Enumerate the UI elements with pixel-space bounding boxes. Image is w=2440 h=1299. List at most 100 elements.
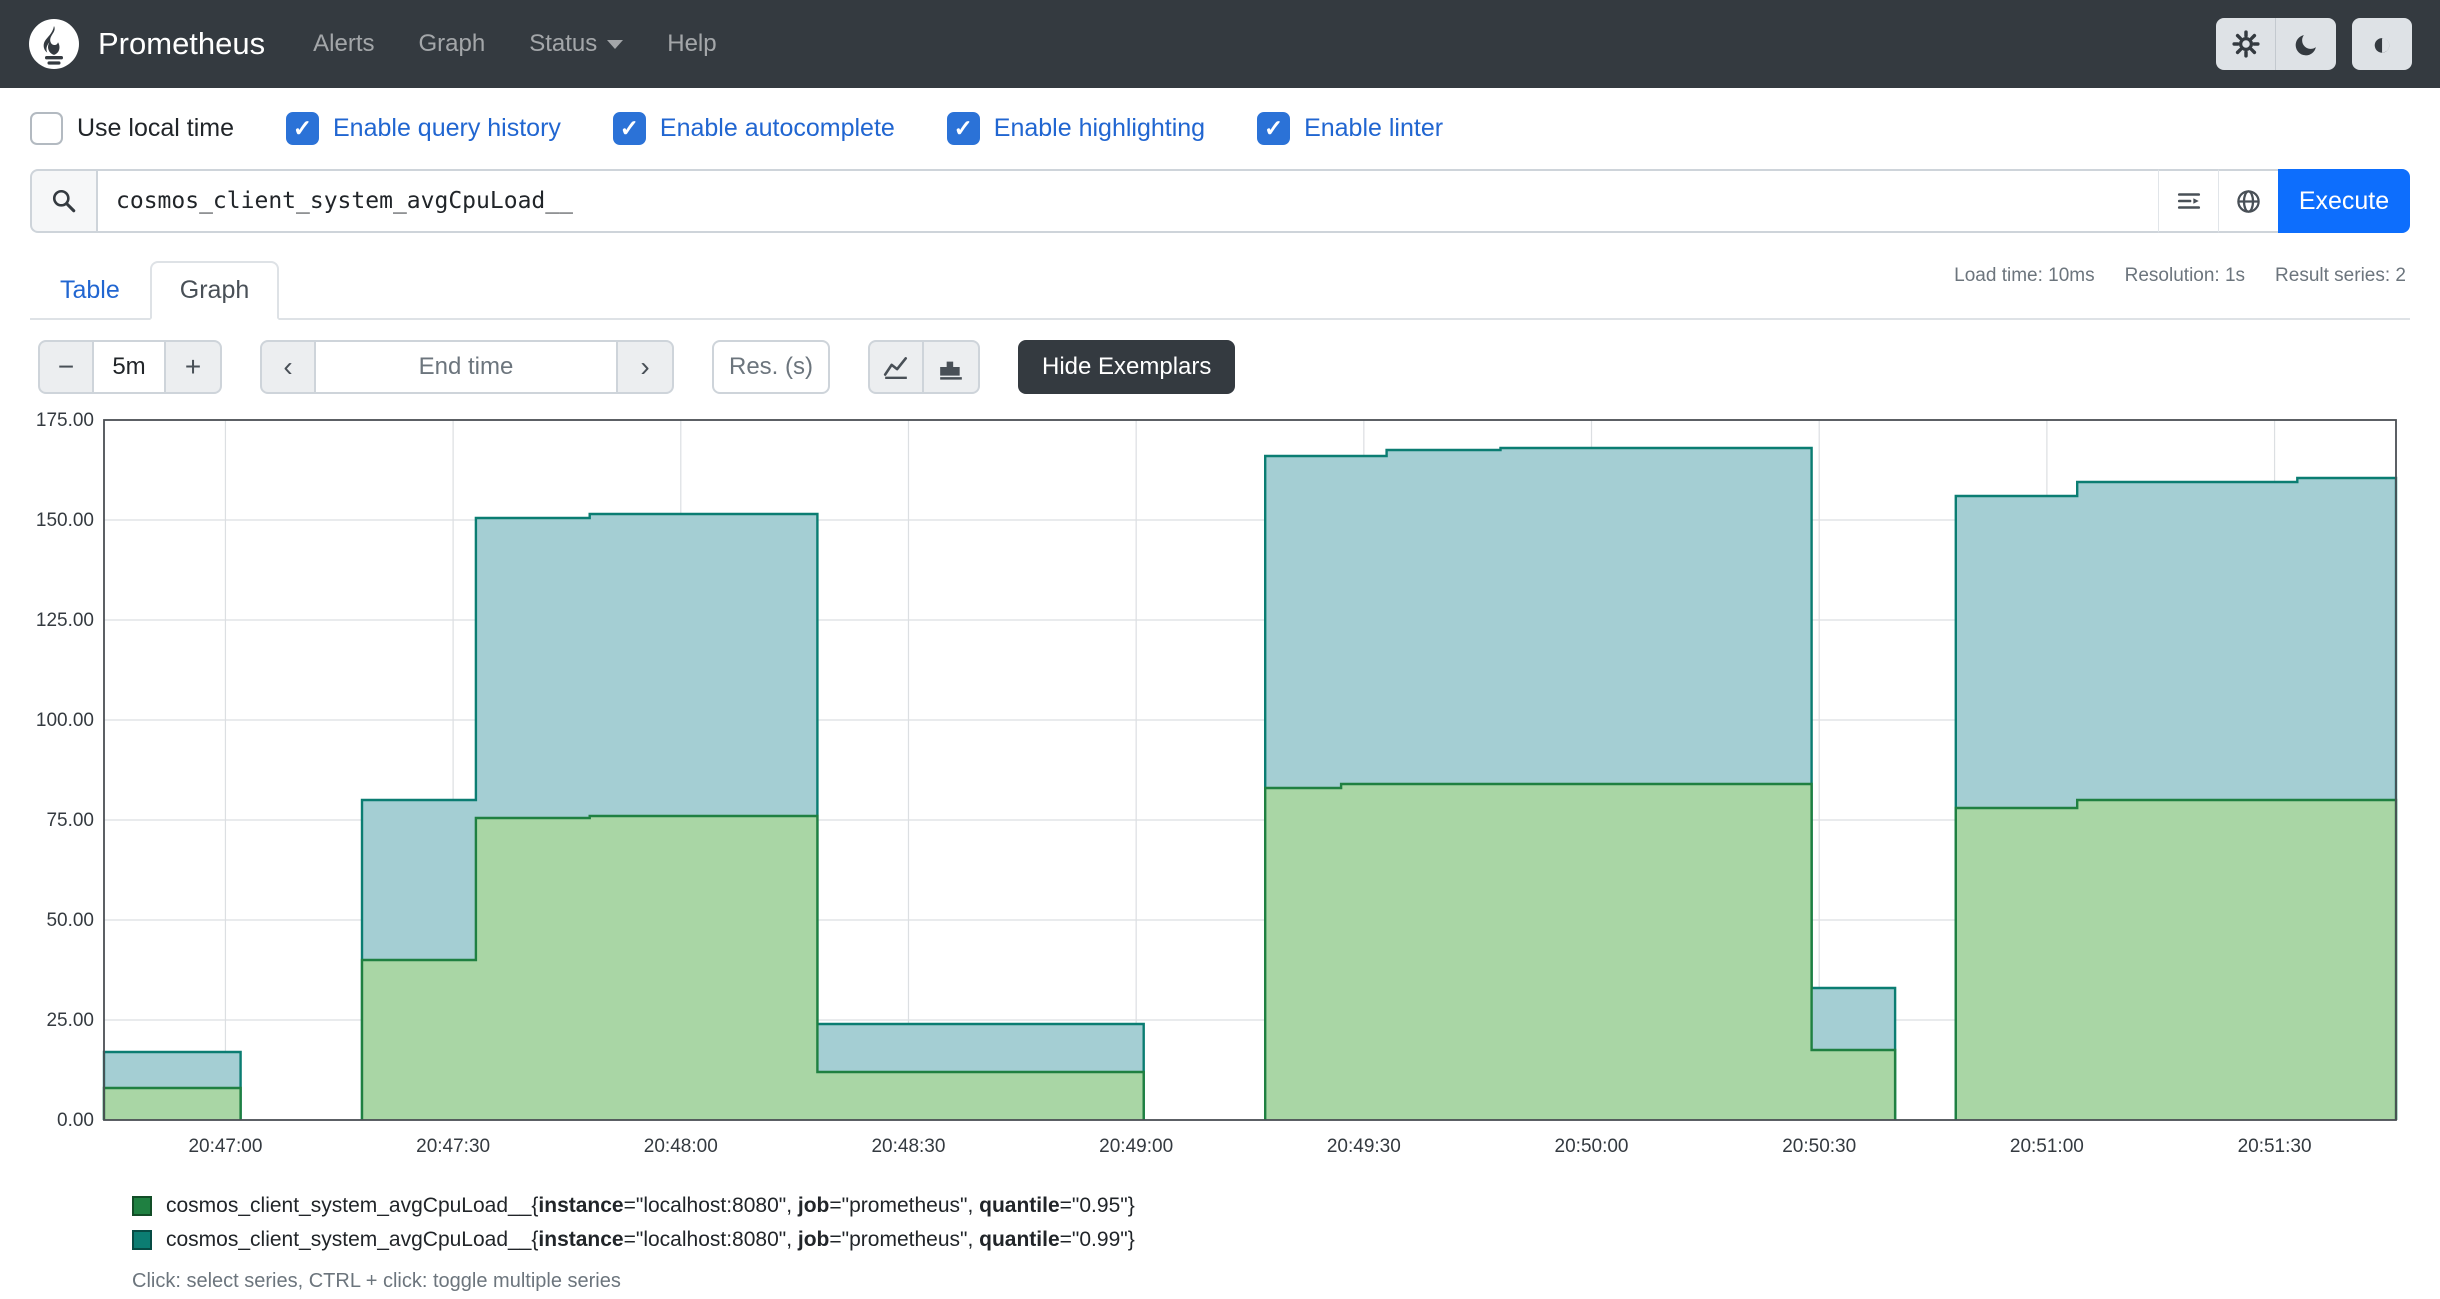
checkbox-box[interactable] <box>30 112 63 145</box>
gear-icon <box>2231 30 2260 58</box>
svg-text:20:48:30: 20:48:30 <box>871 1136 945 1157</box>
query-history-globe-button[interactable] <box>2218 169 2278 233</box>
metrics-explorer-icon <box>2177 193 2200 209</box>
contrast-icon: ◐ <box>2371 24 2393 63</box>
graph-panel: − + ‹ › Hide Exemplars <box>0 320 2440 1293</box>
hide-exemplars-button[interactable]: Hide Exemplars <box>1018 340 1236 394</box>
checkbox-use-local-time[interactable]: Use local time <box>30 112 234 145</box>
nav-item-status[interactable]: Status <box>529 30 624 58</box>
graph-controls: − + ‹ › Hide Exemplars <box>38 340 2410 394</box>
brand[interactable]: Prometheus <box>28 18 265 70</box>
legend-item[interactable]: cosmos_client_system_avgCpuLoad__{instan… <box>132 1194 2410 1218</box>
checkbox-label: Enable linter <box>1304 114 1444 142</box>
checkbox-label: Use local time <box>77 114 234 142</box>
settings-button[interactable] <box>2216 18 2276 70</box>
time-forward-button[interactable]: › <box>618 340 674 394</box>
checkbox-label: Enable query history <box>333 114 561 142</box>
execute-button[interactable]: Execute <box>2278 169 2410 233</box>
svg-text:20:47:30: 20:47:30 <box>416 1136 490 1157</box>
tabs-row: Load time: 10ms Resolution: 1s Result se… <box>30 261 2410 320</box>
svg-text:20:50:00: 20:50:00 <box>1555 1136 1629 1157</box>
tab-table[interactable]: Table <box>60 276 120 304</box>
chart-area: 0.00 25.00 50.00 75.00 100.00 125.00 150.00 175… <box>30 412 2410 1178</box>
checkbox-enable-linter[interactable]: ✓ Enable linter <box>1257 112 1443 145</box>
svg-text:0.00: 0.00 <box>57 1110 94 1131</box>
svg-text:20:50:30: 20:50:30 <box>1782 1136 1856 1157</box>
svg-text:150.00: 150.00 <box>36 510 94 531</box>
range-increase-button[interactable]: + <box>166 340 222 394</box>
checkbox-box[interactable]: ✓ <box>1257 112 1291 145</box>
svg-text:20:47:00: 20:47:00 <box>188 1136 262 1157</box>
query-input-group: Execute <box>30 169 2410 233</box>
time-back-button[interactable]: ‹ <box>260 340 316 394</box>
query-options-bar: Use local time ✓ Enable query history ✓ … <box>0 88 2440 163</box>
svg-text:175.00: 175.00 <box>36 412 94 431</box>
nav-item-alerts[interactable]: Alerts <box>313 30 375 57</box>
time-navigation: ‹ › <box>260 340 674 394</box>
range-stepper: − + <box>38 340 222 394</box>
stacked-chart-toggle-button[interactable] <box>924 340 980 394</box>
legend-color-swatch <box>132 1196 152 1216</box>
checkbox-box[interactable]: ✓ <box>946 112 980 145</box>
chevron-right-icon: › <box>640 351 650 382</box>
prometheus-logo-icon <box>29 19 79 69</box>
svg-text:75.00: 75.00 <box>46 810 94 831</box>
legend-color-swatch <box>132 1230 152 1250</box>
chevron-down-icon <box>607 40 624 50</box>
search-addon <box>30 169 96 233</box>
resolution-input[interactable] <box>712 340 830 394</box>
nav-item-graph[interactable]: Graph <box>418 30 486 57</box>
query-expression-input[interactable] <box>96 169 2158 233</box>
checkbox-box[interactable]: ✓ <box>286 112 319 145</box>
svg-text:100.00: 100.00 <box>36 710 94 731</box>
metrics-graph[interactable]: 0.00 25.00 50.00 75.00 100.00 125.00 150.00 175… <box>30 412 2412 1178</box>
chart-type-toggle <box>868 340 980 394</box>
plus-icon: + <box>184 351 202 382</box>
nav-item-help[interactable]: Help <box>667 30 717 57</box>
checkbox-box[interactable]: ✓ <box>612 112 646 145</box>
legend-series-label: cosmos_client_system_avgCpuLoad__{instan… <box>166 1228 1135 1251</box>
end-time-input[interactable] <box>316 340 618 394</box>
checkbox-label: Enable autocomplete <box>659 114 895 142</box>
svg-text:125.00: 125.00 <box>36 610 94 631</box>
moon-icon <box>2295 34 2316 55</box>
tab-graph[interactable]: Graph <box>149 261 280 320</box>
metrics-explorer-button[interactable] <box>2158 169 2218 233</box>
svg-text:20:49:30: 20:49:30 <box>1327 1136 1401 1157</box>
chevron-left-icon: ‹ <box>283 351 293 382</box>
minus-icon: − <box>57 351 75 382</box>
svg-text:20:51:00: 20:51:00 <box>2010 1136 2084 1157</box>
nav-links: Alerts Graph Status Help <box>313 30 716 58</box>
dark-theme-button[interactable] <box>2276 18 2336 70</box>
line-chart-icon <box>883 357 908 380</box>
top-navbar: Prometheus Alerts Graph Status Help <box>0 0 2440 88</box>
legend-series-label: cosmos_client_system_avgCpuLoad__{instan… <box>166 1194 1135 1217</box>
checkbox-label: Enable highlighting <box>993 114 1206 142</box>
svg-text:20:51:30: 20:51:30 <box>2238 1136 2312 1157</box>
line-chart-toggle-button[interactable] <box>868 340 924 394</box>
globe-icon <box>2237 189 2260 213</box>
result-series: Result series: 2 <box>2275 265 2406 286</box>
checkbox-enable-autocomplete[interactable]: ✓ Enable autocomplete <box>612 112 895 145</box>
brand-title: Prometheus <box>98 26 266 61</box>
svg-text:20:49:00: 20:49:00 <box>1099 1136 1173 1157</box>
svg-text:50.00: 50.00 <box>46 910 94 931</box>
auto-theme-button[interactable]: ◐ <box>2352 18 2412 70</box>
settings-button-group <box>2216 18 2336 70</box>
query-stats: Load time: 10ms Resolution: 1s Result se… <box>1954 265 2406 287</box>
range-decrease-button[interactable]: − <box>38 340 94 394</box>
checkbox-enable-query-history[interactable]: ✓ Enable query history <box>286 112 561 145</box>
chart-legend: cosmos_client_system_avgCpuLoad__{instan… <box>132 1194 2410 1252</box>
search-icon <box>52 189 76 213</box>
svg-text:20:48:00: 20:48:00 <box>644 1136 718 1157</box>
stacked-chart-icon <box>940 361 962 380</box>
resolution: Resolution: 1s <box>2124 265 2246 286</box>
legend-hint: Click: select series, CTRL + click: togg… <box>132 1270 621 1292</box>
navbar-right-controls: ◐ <box>2216 18 2412 70</box>
panel-tabs: Table Graph <box>30 261 2410 320</box>
range-input[interactable] <box>94 340 166 394</box>
checkbox-enable-highlighting[interactable]: ✓ Enable highlighting <box>946 112 1206 145</box>
load-time: Load time: 10ms <box>1954 265 2095 286</box>
legend-item[interactable]: cosmos_client_system_avgCpuLoad__{instan… <box>132 1228 2410 1252</box>
svg-text:25.00: 25.00 <box>46 1010 94 1031</box>
